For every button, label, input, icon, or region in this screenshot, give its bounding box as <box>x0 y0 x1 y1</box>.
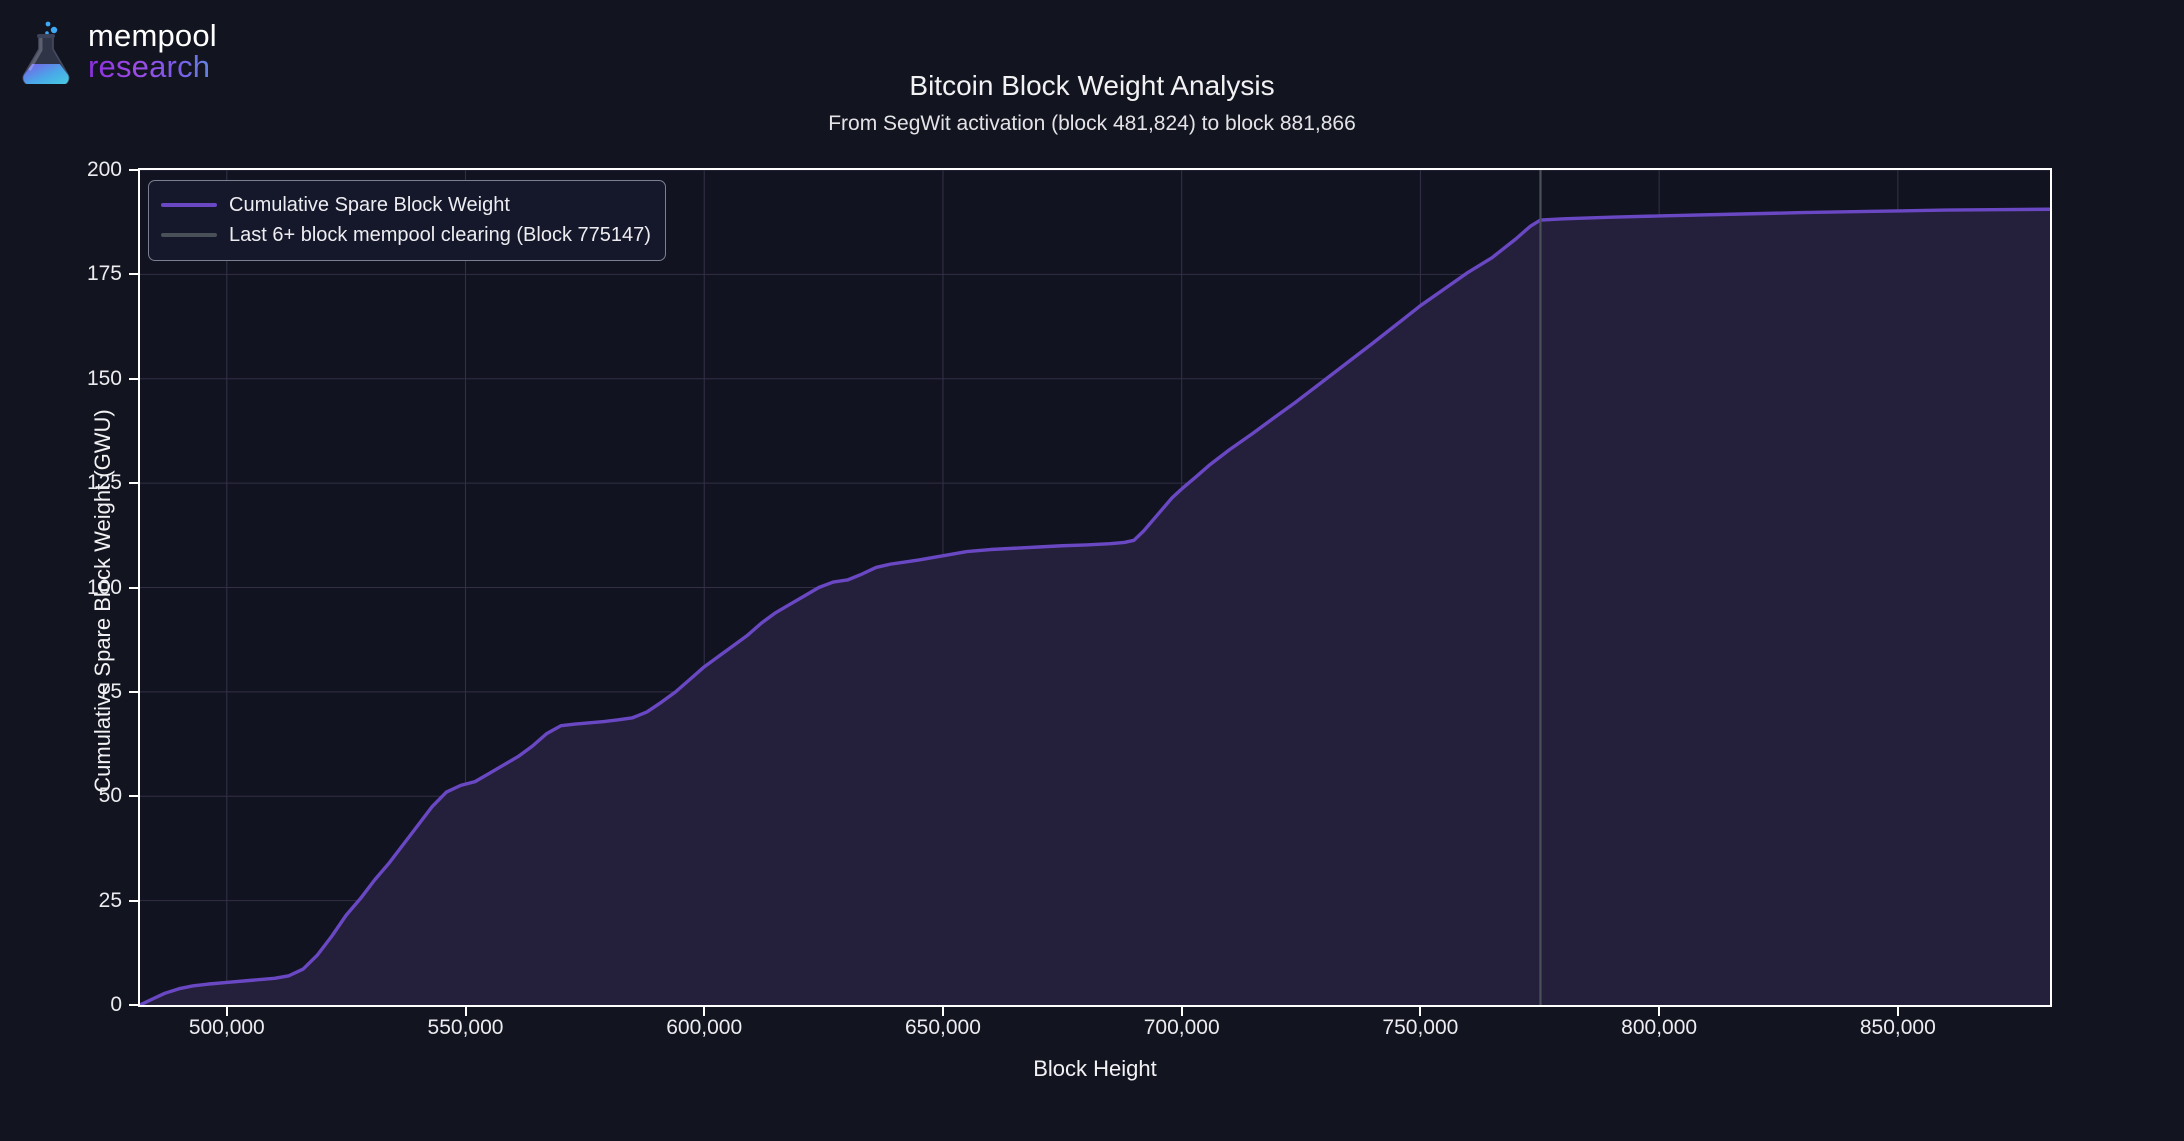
y-tick-mark <box>129 690 138 693</box>
x-tick-mark <box>225 1007 228 1016</box>
y-tick-mark <box>129 273 138 276</box>
x-tick-label: 800,000 <box>1621 1016 1698 1039</box>
brand-logo: mempool research <box>18 18 217 84</box>
y-tick-label: 0 <box>110 993 122 1016</box>
x-tick-label: 650,000 <box>904 1016 981 1039</box>
y-tick-label: 75 <box>98 679 122 703</box>
x-tick-label: 500,000 <box>188 1016 265 1039</box>
legend-label-series: Cumulative Spare Block Weight <box>229 193 510 216</box>
brand-line-mempool: mempool <box>88 18 217 53</box>
y-tick-mark <box>129 586 138 589</box>
legend-swatch-series <box>161 203 217 207</box>
x-tick-mark <box>1896 1007 1899 1016</box>
plot-area <box>138 168 2052 1007</box>
x-axis-title: Block Height <box>1033 1056 1157 1081</box>
y-tick-label: 175 <box>86 262 122 286</box>
x-tick-label: 550,000 <box>427 1016 504 1039</box>
legend-item-marker[interactable]: Last 6+ block mempool clearing (Block 77… <box>161 220 651 250</box>
marker-lines <box>1539 170 1542 1005</box>
y-tick-mark <box>129 1004 138 1006</box>
x-tick-label: 600,000 <box>666 1016 743 1039</box>
legend-swatch-marker <box>161 233 217 237</box>
x-tick-mark <box>941 1007 944 1016</box>
legend-label-marker: Last 6+ block mempool clearing (Block 77… <box>229 223 651 246</box>
y-tick-label: 125 <box>86 471 122 495</box>
y-tick-label: 100 <box>86 575 122 599</box>
legend-item-series[interactable]: Cumulative Spare Block Weight <box>161 190 651 220</box>
y-tick-mark <box>129 169 138 171</box>
brand-wordmark: mempool research <box>88 20 217 82</box>
x-tick-mark <box>1658 1007 1661 1016</box>
x-tick-label: 700,000 <box>1143 1016 1220 1039</box>
x-tick-mark <box>1180 1007 1183 1016</box>
chart-title: Bitcoin Block Weight Analysis <box>909 70 1275 101</box>
brand-line-research: research <box>88 51 217 82</box>
y-tick-mark <box>129 482 138 485</box>
x-tick-mark <box>464 1007 467 1016</box>
y-tick-mark <box>129 899 138 902</box>
chart-legend: Cumulative Spare Block Weight Last 6+ bl… <box>148 180 666 261</box>
x-tick-label: 850,000 <box>1859 1016 1936 1039</box>
x-tick-mark <box>703 1007 706 1016</box>
series-cumulative-spare-block-weight <box>140 207 2050 1005</box>
x-tick-label: 750,000 <box>1382 1016 1459 1039</box>
y-tick-label: 25 <box>98 888 122 912</box>
flask-icon <box>22 21 70 84</box>
y-tick-mark <box>129 377 138 380</box>
y-tick-label: 200 <box>86 158 122 181</box>
chart-subtitle: From SegWit activation (block 481,824) t… <box>828 112 1356 135</box>
y-tick-mark <box>129 795 138 798</box>
x-tick-mark <box>1419 1007 1422 1016</box>
plot-inner <box>140 170 2050 1005</box>
y-tick-label: 150 <box>86 366 122 390</box>
y-tick-label: 50 <box>98 784 122 808</box>
